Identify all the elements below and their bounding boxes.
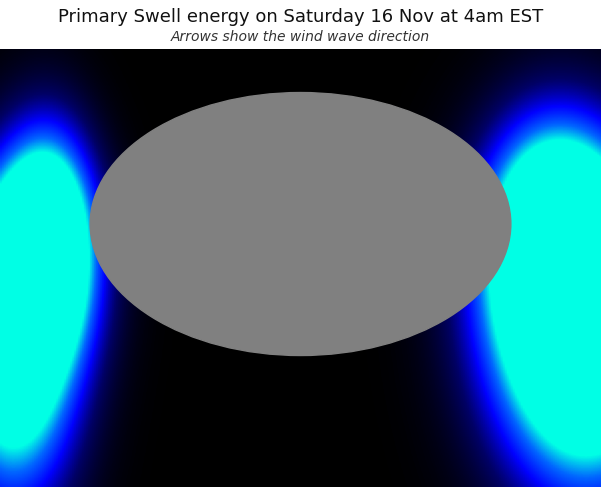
- Ellipse shape: [90, 93, 511, 356]
- Text: Primary Swell energy on Saturday 16 Nov at 4am EST: Primary Swell energy on Saturday 16 Nov …: [58, 8, 543, 26]
- Text: Arrows show the wind wave direction: Arrows show the wind wave direction: [171, 30, 430, 43]
